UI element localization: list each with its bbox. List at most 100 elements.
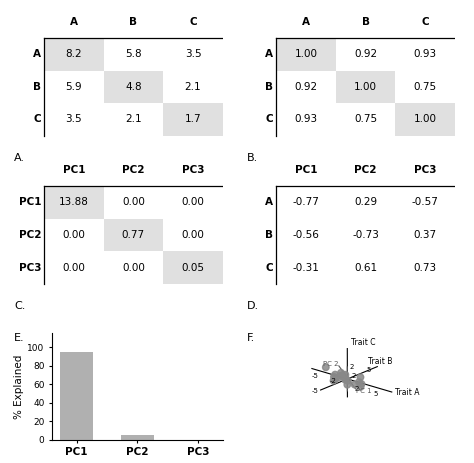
Bar bbox=[60, 352, 93, 440]
Bar bbox=[44, 186, 104, 219]
Bar bbox=[104, 251, 163, 284]
Bar bbox=[395, 70, 455, 103]
Text: 0.00: 0.00 bbox=[122, 263, 145, 273]
Bar bbox=[336, 186, 395, 219]
Text: B: B bbox=[362, 17, 370, 27]
Text: F.: F. bbox=[246, 333, 255, 344]
Text: -0.57: -0.57 bbox=[412, 197, 438, 207]
Text: D.: D. bbox=[246, 301, 259, 311]
Bar bbox=[121, 435, 154, 440]
Text: 0.93: 0.93 bbox=[294, 114, 318, 125]
Text: 0.93: 0.93 bbox=[414, 49, 437, 59]
Bar bbox=[163, 186, 223, 219]
Text: 0.75: 0.75 bbox=[354, 114, 377, 125]
Text: C: C bbox=[189, 17, 197, 27]
Y-axis label: % Explained: % Explained bbox=[15, 354, 25, 419]
Bar bbox=[44, 70, 104, 103]
Bar bbox=[395, 38, 455, 70]
Text: 1.00: 1.00 bbox=[354, 82, 377, 92]
Text: PC3: PC3 bbox=[414, 165, 437, 175]
Text: A: A bbox=[265, 197, 273, 207]
Bar bbox=[44, 251, 104, 284]
Text: B.: B. bbox=[246, 153, 258, 163]
Text: C: C bbox=[265, 114, 273, 125]
Text: PC3: PC3 bbox=[182, 165, 204, 175]
Bar bbox=[276, 186, 336, 219]
Bar bbox=[104, 186, 163, 219]
Bar bbox=[163, 251, 223, 284]
Bar bbox=[163, 38, 223, 70]
Bar bbox=[395, 219, 455, 251]
Bar bbox=[395, 103, 455, 136]
Text: 8.2: 8.2 bbox=[65, 49, 82, 59]
Text: 5.8: 5.8 bbox=[125, 49, 142, 59]
Text: 0.29: 0.29 bbox=[354, 197, 377, 207]
Bar bbox=[276, 38, 336, 70]
Text: 13.88: 13.88 bbox=[59, 197, 89, 207]
Text: 0.73: 0.73 bbox=[414, 263, 437, 273]
Text: E.: E. bbox=[14, 333, 25, 344]
Text: 1.00: 1.00 bbox=[414, 114, 437, 125]
Text: PC3: PC3 bbox=[18, 263, 41, 273]
Text: -0.56: -0.56 bbox=[292, 230, 319, 240]
Text: 3.5: 3.5 bbox=[185, 49, 201, 59]
Text: 0.05: 0.05 bbox=[182, 263, 204, 273]
Text: A: A bbox=[70, 17, 78, 27]
Text: -0.77: -0.77 bbox=[292, 197, 319, 207]
Bar bbox=[44, 38, 104, 70]
Bar bbox=[104, 219, 163, 251]
Text: -0.73: -0.73 bbox=[352, 230, 379, 240]
Bar bbox=[276, 70, 336, 103]
Text: 2.1: 2.1 bbox=[185, 82, 201, 92]
Text: 2.1: 2.1 bbox=[125, 114, 142, 125]
Text: B: B bbox=[33, 82, 41, 92]
Text: 0.77: 0.77 bbox=[122, 230, 145, 240]
Text: 0.00: 0.00 bbox=[122, 197, 145, 207]
Bar bbox=[276, 251, 336, 284]
Text: 0.00: 0.00 bbox=[63, 230, 85, 240]
Text: 0.92: 0.92 bbox=[354, 49, 377, 59]
Text: B: B bbox=[265, 82, 273, 92]
Bar bbox=[104, 38, 163, 70]
Text: 0.61: 0.61 bbox=[354, 263, 377, 273]
Text: C: C bbox=[33, 114, 41, 125]
Text: 0.75: 0.75 bbox=[414, 82, 437, 92]
Text: 4.8: 4.8 bbox=[125, 82, 142, 92]
Text: PC1: PC1 bbox=[63, 165, 85, 175]
Bar bbox=[336, 251, 395, 284]
Bar bbox=[336, 38, 395, 70]
Text: PC1: PC1 bbox=[295, 165, 317, 175]
Text: 0.00: 0.00 bbox=[182, 197, 204, 207]
Text: 0.92: 0.92 bbox=[294, 82, 318, 92]
Text: A: A bbox=[265, 49, 273, 59]
Text: PC2: PC2 bbox=[18, 230, 41, 240]
Bar bbox=[44, 103, 104, 136]
Text: C: C bbox=[421, 17, 429, 27]
Bar bbox=[336, 103, 395, 136]
Text: 0.37: 0.37 bbox=[414, 230, 437, 240]
Text: 0.00: 0.00 bbox=[182, 230, 204, 240]
Text: PC2: PC2 bbox=[355, 165, 377, 175]
Text: A: A bbox=[33, 49, 41, 59]
Text: PC2: PC2 bbox=[122, 165, 145, 175]
Text: C.: C. bbox=[14, 301, 26, 311]
Text: A: A bbox=[302, 17, 310, 27]
Bar bbox=[104, 103, 163, 136]
Bar bbox=[104, 70, 163, 103]
Bar bbox=[163, 103, 223, 136]
Text: 3.5: 3.5 bbox=[65, 114, 82, 125]
Bar bbox=[44, 219, 104, 251]
Text: 0.00: 0.00 bbox=[63, 263, 85, 273]
Text: B: B bbox=[265, 230, 273, 240]
Bar bbox=[395, 251, 455, 284]
Bar bbox=[276, 103, 336, 136]
Text: -0.31: -0.31 bbox=[292, 263, 319, 273]
Text: 1.7: 1.7 bbox=[185, 114, 201, 125]
Text: C: C bbox=[265, 263, 273, 273]
Bar bbox=[395, 186, 455, 219]
Bar bbox=[163, 70, 223, 103]
Text: A.: A. bbox=[14, 153, 25, 163]
Text: 5.9: 5.9 bbox=[65, 82, 82, 92]
Bar bbox=[163, 219, 223, 251]
Text: B: B bbox=[129, 17, 137, 27]
